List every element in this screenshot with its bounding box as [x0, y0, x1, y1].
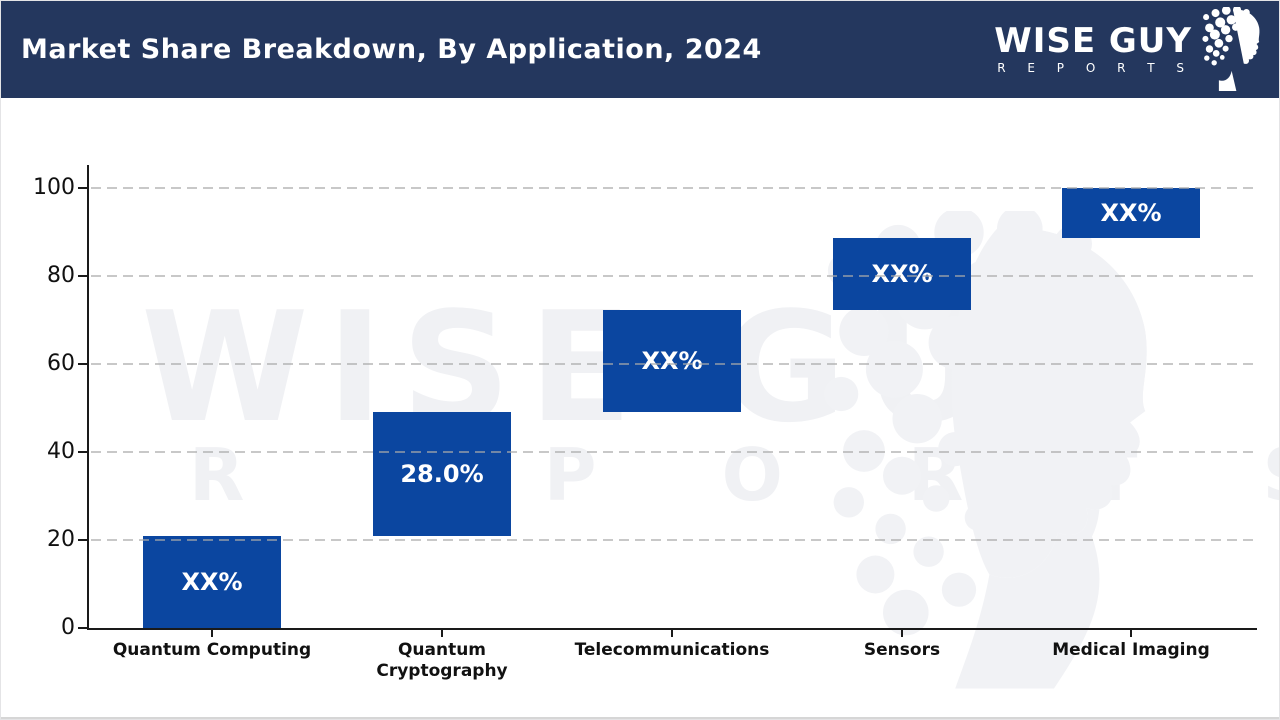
y-tick-label-60: 60	[47, 351, 75, 376]
brand-face-icon	[1202, 7, 1260, 91]
y-tick-label-100: 100	[33, 175, 75, 200]
bar-1: XX%	[143, 535, 281, 628]
x-category-label-5: Medical Imaging	[1052, 640, 1210, 660]
header-bar: Market Share Breakdown, By Application, …	[1, 1, 1279, 98]
bar-value-label: XX%	[641, 347, 703, 376]
bar-2: 28.0%	[373, 412, 511, 536]
gridline-y60	[91, 363, 1257, 365]
brand-logo: WISE GUY R E P O R T S	[993, 7, 1269, 91]
y-tick-40	[78, 451, 87, 453]
bottom-divider	[1, 717, 1279, 719]
gridline-y100	[91, 187, 1257, 189]
x-axis-line	[87, 628, 1257, 630]
bar-5: XX%	[1062, 188, 1200, 239]
y-tick-label-40: 40	[47, 439, 75, 464]
x-category-label-3: Telecommunications	[574, 640, 770, 660]
x-tick-2	[441, 630, 443, 637]
brand-wordmark: WISE GUY	[994, 21, 1193, 61]
y-tick-80	[78, 275, 87, 277]
bar-value-label: 28.0%	[400, 459, 484, 488]
page-title: Market Share Breakdown, By Application, …	[21, 34, 762, 65]
bar-value-label: XX%	[1100, 199, 1162, 228]
bar-3: XX%	[603, 309, 741, 413]
y-tick-100	[78, 187, 87, 189]
x-category-label-1: Quantum Computing	[112, 640, 312, 660]
y-tick-label-20: 20	[47, 527, 75, 552]
gridline-y20	[91, 539, 1257, 541]
x-category-label-2: Quantum Cryptography	[376, 640, 508, 681]
gridline-y80	[91, 275, 1257, 277]
x-category-label-4: Sensors	[863, 640, 941, 660]
y-axis-line	[87, 165, 89, 630]
watermark-subtext: R E P O R T S	[189, 433, 1280, 517]
y-tick-20	[78, 539, 87, 541]
y-tick-label-80: 80	[47, 263, 75, 288]
bar-value-label: XX%	[181, 567, 243, 596]
x-tick-5	[1130, 630, 1132, 637]
brand-logo-text: WISE GUY R E P O R T S	[993, 23, 1193, 75]
gridline-y40	[91, 451, 1257, 453]
y-tick-label-0: 0	[61, 615, 75, 640]
x-tick-1	[211, 630, 213, 637]
x-tick-3	[671, 630, 673, 637]
x-tick-4	[901, 630, 903, 637]
brand-subtext: R E P O R T S	[997, 61, 1193, 75]
y-tick-0	[78, 627, 87, 629]
y-tick-60	[78, 363, 87, 365]
